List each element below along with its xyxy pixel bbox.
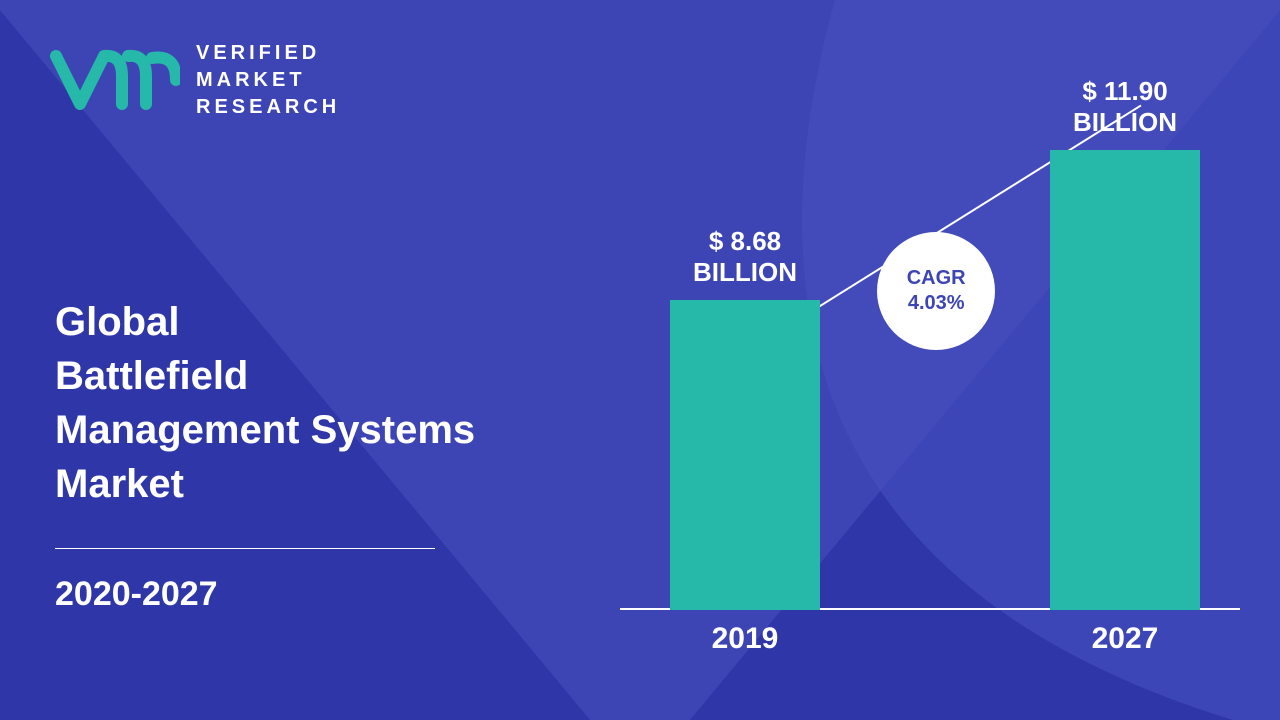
forecast-period: 2020-2027 <box>55 575 218 614</box>
report-title: GlobalBattlefieldManagement SystemsMarke… <box>55 295 475 511</box>
bar-2019-year-label: 2019 <box>670 622 820 656</box>
title-divider <box>55 548 435 549</box>
bar-2019 <box>670 300 820 610</box>
bar-2019-value-label: $ 8.68BILLION <box>655 226 835 288</box>
cagr-value: 4.03% <box>908 291 965 316</box>
title-line-2: Battlefield <box>55 349 475 403</box>
bar-2027-amount: $ 11.90 <box>1035 76 1215 107</box>
brand-logo: VERIFIED MARKET RESEARCH <box>50 40 340 121</box>
cagr-badge: CAGR 4.03% <box>877 232 995 350</box>
logo-text-line-3: RESEARCH <box>196 94 340 121</box>
cagr-label: CAGR <box>907 266 966 291</box>
bar-2019-unit: BILLION <box>655 257 835 288</box>
vmr-logo-icon <box>50 46 180 116</box>
infographic-canvas: VERIFIED MARKET RESEARCH GlobalBattlefie… <box>0 0 1280 720</box>
brand-logo-text: VERIFIED MARKET RESEARCH <box>196 40 340 121</box>
logo-text-line-1: VERIFIED <box>196 40 340 67</box>
bar-2027-year-label: 2027 <box>1050 622 1200 656</box>
title-line-1: Global <box>55 295 475 349</box>
title-line-4: Market <box>55 457 475 511</box>
logo-text-line-2: MARKET <box>196 67 340 94</box>
title-line-3: Management Systems <box>55 403 475 457</box>
bar-2027-unit: BILLION <box>1035 107 1215 138</box>
market-size-bar-chart: CAGR 4.03% $ 8.68BILLION2019$ 11.90BILLI… <box>620 20 1240 610</box>
bar-2019-amount: $ 8.68 <box>655 226 835 257</box>
bar-2027-value-label: $ 11.90BILLION <box>1035 76 1215 138</box>
bar-2027 <box>1050 150 1200 610</box>
